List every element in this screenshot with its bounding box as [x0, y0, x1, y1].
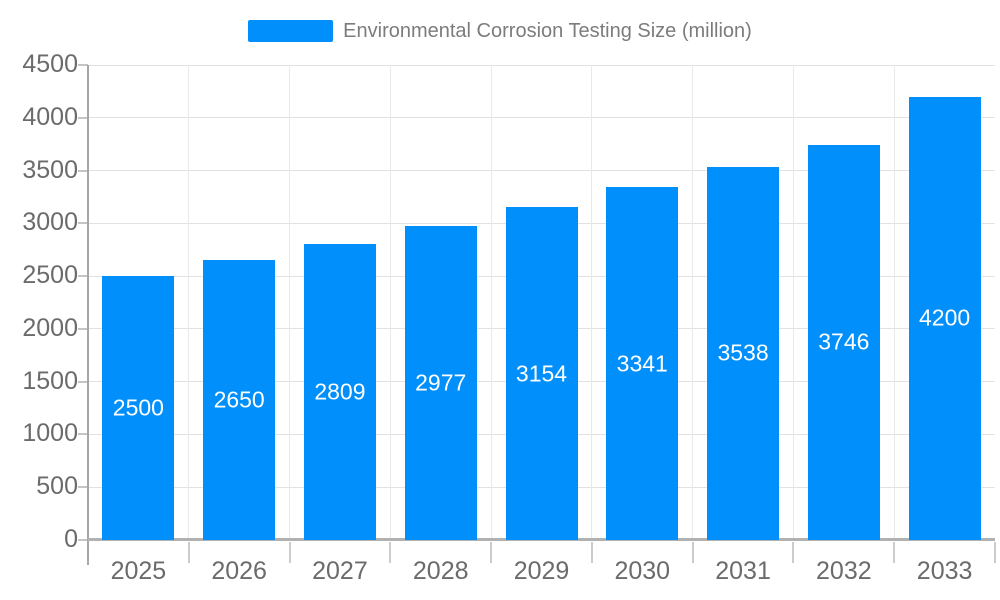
y-axis-label: 3000 [22, 208, 78, 237]
gridline-x-7 [792, 65, 794, 540]
y-axis-tick-2500 [78, 275, 88, 278]
bar-value-label-2029: 3154 [515, 360, 568, 387]
bar-2033: 4200 [908, 96, 981, 540]
x-axis-label-2030: 2030 [614, 557, 671, 585]
y-axis-tick-4000 [78, 116, 88, 119]
bar-value-label-2032: 3746 [818, 328, 870, 355]
x-axis-label-2029: 2029 [513, 557, 570, 585]
y-axis-tick-4500 [78, 64, 88, 66]
y-axis-label: 2000 [22, 313, 78, 342]
bar-2029: 3154 [505, 207, 578, 540]
x-axis-tick-6 [691, 542, 694, 563]
y-axis-tick-1500 [78, 380, 88, 383]
gridline-x-5 [591, 65, 593, 540]
x-axis-label-2032: 2032 [816, 557, 872, 585]
legend-label: Environmental Corrosion Testing Size (mi… [343, 20, 752, 42]
x-axis-tick-1 [187, 542, 190, 563]
x-axis-label-2027: 2027 [312, 557, 368, 585]
y-axis-tick-2000 [78, 327, 88, 330]
bar-2030: 3341 [606, 187, 679, 540]
bar-2027: 2809 [303, 243, 376, 540]
bar-2025: 2500 [102, 276, 175, 540]
y-axis-tick-3500 [78, 169, 88, 172]
y-axis-tick-500 [78, 486, 88, 489]
bar-2028: 2977 [404, 225, 477, 540]
gridline-x-3 [389, 65, 391, 540]
gridline-x-4 [490, 65, 492, 540]
bar-value-label-2026: 2650 [213, 386, 265, 413]
x-axis-tick-9 [994, 542, 996, 563]
x-axis-tick-3 [389, 542, 392, 563]
bar-value-label-2030: 3341 [616, 350, 668, 377]
y-axis-tick-3000 [78, 222, 88, 225]
y-axis-label: 4500 [22, 50, 78, 78]
bar-2032: 3746 [807, 144, 880, 540]
gridline-x-6 [692, 65, 694, 540]
y-axis-tick-1000 [78, 433, 88, 436]
gridline-y-4000 [88, 117, 995, 119]
y-axis-label: 0 [64, 525, 78, 553]
x-axis-label-2028: 2028 [412, 557, 469, 585]
bar-value-label-2031: 3538 [717, 339, 769, 366]
bar-value-label-2028: 2977 [415, 369, 467, 396]
y-axis-label: 4000 [22, 102, 78, 131]
y-axis-tick-0 [78, 539, 88, 541]
legend-swatch [248, 20, 334, 42]
y-axis-line [87, 65, 89, 565]
x-axis-label-2031: 2031 [715, 557, 771, 585]
x-axis-tick-8 [893, 542, 896, 563]
y-axis-label: 2500 [22, 261, 78, 290]
legend-item[interactable]: Environmental Corrosion Testing Size (mi… [0, 20, 1000, 42]
gridline-x-1 [188, 65, 190, 540]
bar-2031: 3538 [707, 166, 780, 540]
x-axis-tick-5 [590, 542, 593, 563]
gridline-y-4500 [88, 64, 995, 66]
gridline-x-2 [289, 65, 291, 540]
y-axis-label: 3500 [22, 155, 78, 184]
x-axis-label-2026: 2026 [211, 557, 267, 585]
x-axis-label-2033: 2033 [916, 557, 973, 585]
bar-2026: 2650 [203, 260, 276, 540]
plot-area: 0 500 1000 1500 2000 2500 3000 3500 4000 4500 2500… [22, 52, 996, 585]
x-axis-tick-2 [288, 542, 291, 563]
bar-value-label-2027: 2809 [314, 378, 366, 405]
x-axis-tick-7 [792, 542, 795, 563]
y-axis-label: 1000 [22, 419, 78, 448]
bar-value-label-2033: 4200 [919, 304, 971, 331]
y-axis-label: 1500 [22, 366, 78, 395]
gridline-y-3500 [88, 170, 995, 172]
x-axis-label-2025: 2025 [110, 557, 167, 585]
gridline-x-8 [893, 65, 895, 540]
bar-value-label-2025: 2500 [112, 394, 164, 421]
x-axis-tick-4 [490, 542, 493, 563]
y-axis-label: 500 [36, 472, 78, 501]
